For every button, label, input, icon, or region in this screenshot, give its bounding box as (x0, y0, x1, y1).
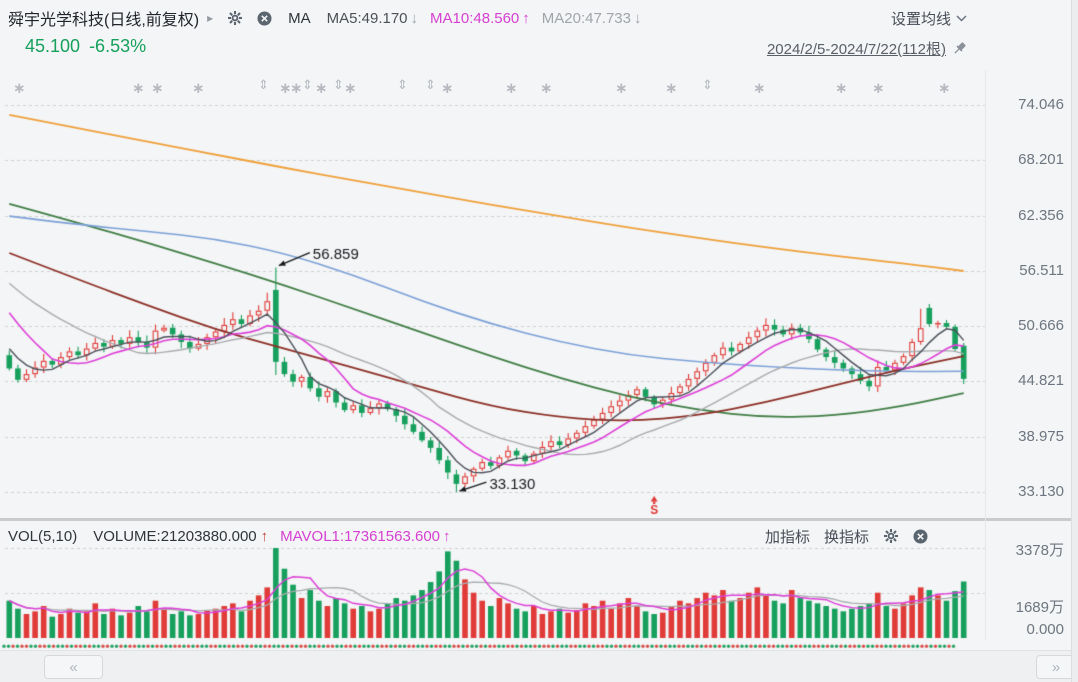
updown-event-icon[interactable]: ⇕ (258, 77, 269, 92)
volume-direction-arrow: ↑ (260, 527, 269, 545)
price-readout-row: 45.100 -6.53% (25, 36, 146, 60)
ma-indicator-label: MA (288, 9, 311, 27)
ma10-direction-arrow: ↑ (522, 9, 530, 27)
volume-axis-label: 1689万 (1015, 599, 1064, 616)
updown-event-icon[interactable]: ⇕ (702, 77, 713, 92)
asterisk-event-icon[interactable]: ∗ (753, 80, 766, 97)
price-axis-label: 38.975 (1018, 427, 1064, 445)
asterisk-event-icon[interactable]: ∗ (279, 80, 292, 97)
volume-readout: VOLUME:21203880.000 (93, 527, 257, 545)
updown-event-icon[interactable]: ⇕ (425, 77, 436, 92)
ma10-readout: MA10:48.560 (430, 9, 520, 27)
indicator-close-icon[interactable] (913, 529, 928, 544)
ma20-readout: MA20:47.733 (541, 9, 631, 27)
asterisk-event-icon[interactable]: ∗ (540, 80, 553, 97)
volume-axis-label: 3378万 (1015, 542, 1064, 559)
date-range-group: 2024/2/5-2024/7/22(112根) (767, 38, 967, 59)
asterisk-event-icon[interactable]: ∗ (344, 80, 357, 97)
asterisk-event-icon[interactable]: ∗ (315, 80, 328, 97)
chevron-down-icon (956, 15, 967, 22)
price-axis-label: 33.130 (1018, 483, 1064, 501)
asterisk-event-icon[interactable]: ∗ (132, 80, 145, 97)
set-ma-button[interactable]: 设置均线 (891, 8, 967, 29)
asterisk-event-icon[interactable]: ∗ (441, 80, 454, 97)
ma-close-icon[interactable] (257, 11, 272, 26)
asterisk-event-icon[interactable]: ∗ (192, 80, 205, 97)
chart-header: 舜宇光学科技(日线,前复权) ▸ MA MA5:49.170 ↓ MA10:48… (8, 6, 642, 30)
pin-icon[interactable] (952, 41, 967, 56)
price-axis-label: 74.046 (1018, 96, 1064, 113)
ma5-direction-arrow: ↓ (410, 9, 419, 27)
scroll-left-icon: « (69, 658, 78, 676)
scroll-left-button[interactable]: « (44, 655, 103, 679)
asterisk-event-icon[interactable]: ∗ (505, 80, 518, 97)
asterisk-event-icon[interactable]: ∗ (13, 80, 26, 97)
ma5-readout: MA5:49.170 (326, 9, 408, 27)
updown-event-icon[interactable]: ⇕ (333, 77, 344, 92)
axis-separator (985, 70, 986, 640)
asterisk-event-icon[interactable]: ∗ (615, 80, 628, 97)
asterisk-event-icon[interactable]: ∗ (665, 80, 678, 97)
title-caret-icon[interactable]: ▸ (207, 11, 214, 25)
asterisk-event-icon[interactable]: ∗ (290, 80, 303, 97)
price-axis-label: 50.666 (1018, 317, 1064, 335)
switch-indicator-button[interactable]: 换指标 (823, 528, 869, 546)
price-axis-label: 44.821 (1018, 372, 1064, 390)
symbol-title: 舜宇光学科技(日线,前复权) (8, 12, 200, 29)
vol-indicator-label: VOL(5,10) (8, 527, 78, 545)
ma-settings-gear-icon[interactable] (227, 10, 243, 26)
window-scrollbar[interactable] (1071, 0, 1078, 682)
volume-header: VOL(5,10) VOLUME:21203880.000 ↑ MAVOL1:1… (8, 525, 451, 547)
asterisk-event-icon[interactable]: ∗ (872, 80, 885, 97)
scroll-right-button[interactable]: » (1036, 655, 1076, 679)
volume-axis-label: 0.000 (1026, 621, 1064, 638)
set-ma-label: 设置均线 (890, 11, 951, 28)
price-axis-label: 68.201 (1018, 151, 1064, 169)
pane-divider (0, 518, 1078, 521)
indicator-actions: 加指标 换指标 (765, 525, 928, 547)
ma20-direction-arrow: ↓ (634, 9, 642, 27)
mavol1-readout: MAVOL1:17361563.600 (280, 527, 440, 545)
price-axis-label: 62.356 (1018, 206, 1064, 224)
asterisk-event-icon[interactable]: ∗ (151, 80, 164, 97)
last-price: 45.100 (25, 36, 81, 56)
time-axis-bar[interactable]: « » (0, 650, 1078, 682)
asterisk-event-icon[interactable]: ∗ (835, 80, 848, 97)
scroll-right-icon: » (1051, 658, 1061, 676)
asterisk-event-icon[interactable]: ∗ (938, 80, 951, 97)
price-axis-label: 56.511 (1019, 261, 1064, 279)
mavol1-direction-arrow: ↑ (443, 527, 451, 545)
updown-event-icon[interactable]: ⇕ (302, 77, 313, 92)
updown-event-icon[interactable]: ⇕ (397, 77, 408, 92)
change-percent: -6.53% (89, 36, 147, 56)
indicator-settings-gear-icon[interactable] (883, 528, 899, 544)
date-range-link[interactable]: 2024/2/5-2024/7/22(112根) (766, 41, 946, 58)
add-indicator-button[interactable]: 加指标 (764, 528, 810, 546)
